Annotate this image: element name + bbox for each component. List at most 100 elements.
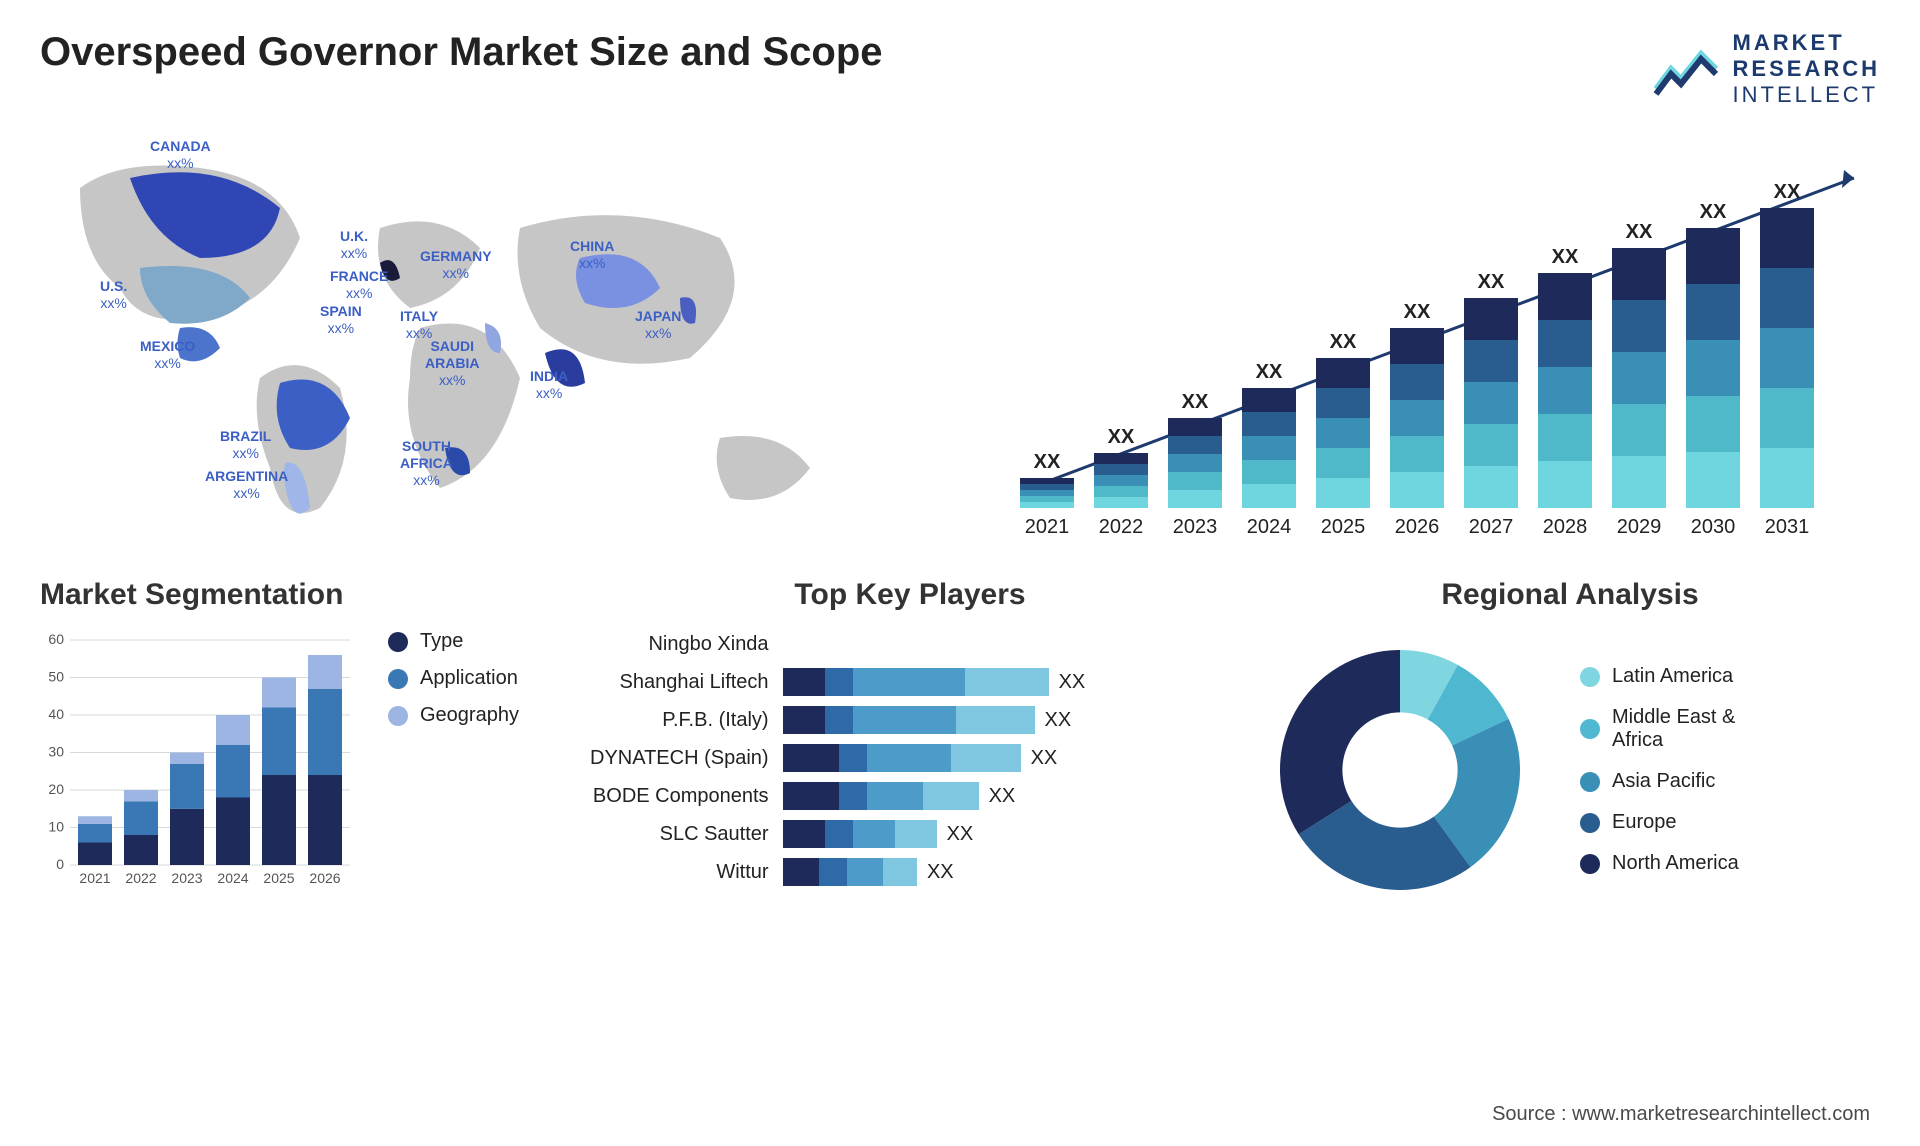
key-player-bar-segment (956, 706, 1034, 734)
svg-text:60: 60 (48, 631, 64, 647)
forecast-bar-segment (1168, 436, 1222, 454)
regional-legend: Latin AmericaMiddle East &AfricaAsia Pac… (1580, 665, 1739, 875)
forecast-bar-segment (1242, 436, 1296, 460)
map-label: U.K.xx% (340, 228, 368, 262)
map-label: CANADAxx% (150, 138, 211, 172)
key-player-bar-segment (783, 782, 839, 810)
key-player-bar-segment (853, 668, 965, 696)
donut-slice (1280, 650, 1400, 834)
forecast-bar-segment (1464, 340, 1518, 382)
forecast-bar-segment (1538, 414, 1592, 461)
key-player-name: P.F.B. (Italy) (590, 706, 769, 734)
key-player-bar-segment (783, 744, 839, 772)
segmentation-bar-segment (262, 708, 296, 776)
key-player-bar-segment (951, 744, 1021, 772)
forecast-year-label: 2029 (1617, 516, 1662, 538)
key-player-bar-segment (783, 668, 825, 696)
forecast-bar-segment (1020, 490, 1074, 496)
segmentation-bar-segment (308, 655, 342, 689)
forecast-bar-segment (1316, 448, 1370, 478)
forecast-bar-label: XX (1700, 201, 1727, 223)
segmentation-bar-segment (78, 824, 112, 843)
svg-text:2021: 2021 (79, 870, 110, 886)
world-map: CANADAxx%U.S.xx%MEXICOxx%BRAZILxx%ARGENT… (40, 128, 950, 538)
forecast-bar-segment (1020, 496, 1074, 502)
forecast-year-label: 2022 (1099, 516, 1144, 538)
svg-text:10: 10 (48, 819, 64, 835)
forecast-bar-segment (1390, 328, 1444, 364)
forecast-year-label: 2031 (1765, 516, 1810, 538)
forecast-bar-segment (1464, 382, 1518, 424)
map-label: INDIAxx% (530, 368, 568, 402)
forecast-bar-label: XX (1108, 426, 1135, 448)
segmentation-bar-segment (262, 678, 296, 708)
page-title: Overspeed Governor Market Size and Scope (40, 30, 883, 75)
forecast-bar-segment (1686, 340, 1740, 396)
brand-logo: MARKET RESEARCH INTELLECT (1651, 30, 1880, 108)
forecast-bar-segment (1094, 453, 1148, 464)
key-player-value: XX (989, 785, 1016, 808)
segmentation-bar-segment (78, 816, 112, 824)
forecast-bar-segment (1612, 456, 1666, 508)
source-text: Source : www.marketresearchintellect.com (1492, 1103, 1870, 1126)
forecast-bar-label: XX (1256, 361, 1283, 383)
forecast-bar-segment (1612, 404, 1666, 456)
key-player-bar-segment (867, 782, 923, 810)
segmentation-bar-segment (216, 745, 250, 798)
forecast-year-label: 2030 (1691, 516, 1736, 538)
forecast-bar-segment (1316, 418, 1370, 448)
forecast-bar-segment (1760, 268, 1814, 328)
map-label: SPAINxx% (320, 303, 362, 337)
key-player-name: Wittur (590, 858, 769, 886)
key-player-value: XX (947, 823, 974, 846)
svg-text:50: 50 (48, 669, 64, 685)
map-label: BRAZILxx% (220, 428, 271, 462)
key-player-value: XX (1045, 709, 1072, 732)
forecast-bar-segment (1020, 478, 1074, 484)
forecast-bar-segment (1316, 388, 1370, 418)
key-player-name: DYNATECH (Spain) (590, 744, 769, 772)
key-player-name: Ningbo Xinda (590, 630, 769, 658)
segmentation-legend: TypeApplicationGeography (388, 630, 519, 890)
forecast-bar-segment (1390, 364, 1444, 400)
forecast-bar-segment (1242, 460, 1296, 484)
key-player-bar-row: XX (783, 858, 1086, 886)
segmentation-legend-item: Geography (388, 704, 519, 727)
forecast-bar-segment (1094, 464, 1148, 475)
regional-legend-item: Europe (1580, 811, 1739, 834)
forecast-bar-segment (1760, 328, 1814, 388)
key-player-bar-segment (853, 706, 957, 734)
forecast-bar-segment (1390, 472, 1444, 508)
forecast-bar-segment (1168, 472, 1222, 490)
key-player-bar-segment (825, 668, 853, 696)
segmentation-bar-segment (170, 753, 204, 764)
svg-text:2025: 2025 (263, 870, 294, 886)
forecast-bar-label: XX (1404, 301, 1431, 323)
forecast-bar-segment (1612, 352, 1666, 404)
forecast-bar-segment (1094, 486, 1148, 497)
key-player-bar-segment (839, 782, 867, 810)
key-player-bar-segment (895, 820, 937, 848)
forecast-bar-label: XX (1552, 246, 1579, 268)
segmentation-legend-item: Application (388, 667, 519, 690)
svg-text:20: 20 (48, 781, 64, 797)
key-player-bar-row: XX (783, 706, 1086, 734)
key-player-bar-segment (783, 858, 819, 886)
key-player-bar-row: XX (783, 668, 1086, 696)
map-label: U.S.xx% (100, 278, 127, 312)
regional-legend-item: Asia Pacific (1580, 770, 1739, 793)
segmentation-bar-segment (170, 809, 204, 865)
forecast-bar-segment (1168, 418, 1222, 436)
key-player-bar-row: XX (783, 744, 1086, 772)
forecast-bar-segment (1686, 452, 1740, 508)
svg-text:40: 40 (48, 706, 64, 722)
forecast-bar-segment (1242, 484, 1296, 508)
key-player-value: XX (1059, 671, 1086, 694)
forecast-bar-segment (1020, 484, 1074, 490)
forecast-bar-segment (1390, 436, 1444, 472)
segmentation-bar-segment (170, 764, 204, 809)
forecast-bar-segment (1094, 475, 1148, 486)
key-players-title: Top Key Players (590, 578, 1230, 612)
key-player-value: XX (927, 861, 954, 884)
key-player-bar-row (783, 630, 1086, 658)
